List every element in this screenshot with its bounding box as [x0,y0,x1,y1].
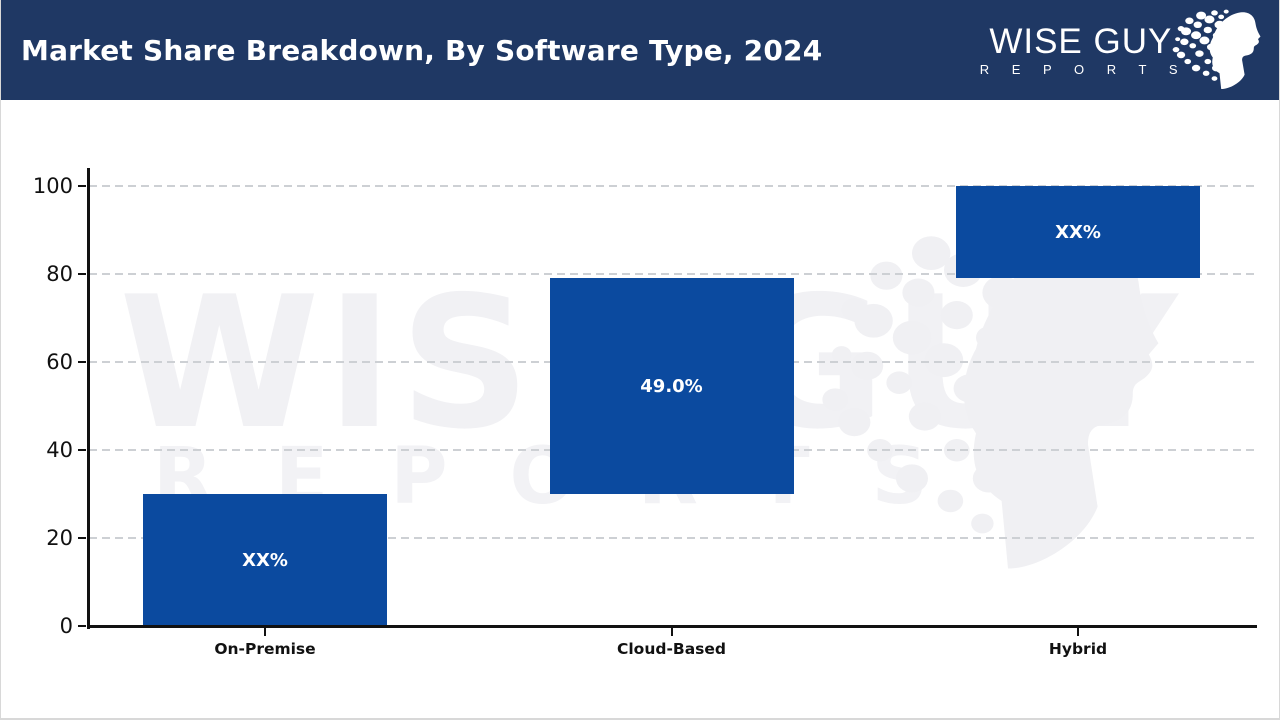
y-tick-label-20: 20 [46,526,73,550]
bar-hybrid: XX% [956,186,1200,279]
logo-subtitle: R E P O R T S [979,61,1187,77]
bar-value-label: XX% [1055,221,1101,243]
gridline-20 [89,537,1257,539]
x-axis-label-cloud-based: Cloud-Based [616,640,726,658]
bar-on-premise: XX% [143,494,387,626]
y-tick-label-0: 0 [59,614,73,638]
header-bar: Market Share Breakdown, By Software Type… [1,0,1279,100]
y-tick-label-40: 40 [46,438,73,462]
logo-wordmark: WISE GUY [989,21,1173,61]
page-title: Market Share Breakdown, By Software Type… [21,33,823,67]
y-tick-label-60: 60 [46,350,73,374]
x-axis-label-on-premise: On-Premise [214,640,316,658]
bar-cloud-based: 49.0% [549,278,794,494]
y-axis-line [87,168,90,629]
y-tick-mark-20 [78,537,86,539]
x-axis-label-hybrid: Hybrid [1048,640,1108,658]
bar-value-label: 49.0% [640,375,703,397]
y-tick-mark-40 [78,449,86,451]
y-tick-label-100: 100 [32,174,73,198]
x-tick-mark-3 [1077,628,1079,636]
y-tick-mark-100 [78,185,86,187]
x-tick-mark-1 [264,628,266,636]
logo-text: WISE GUY R E P O R T S [975,24,1187,77]
x-axis-line [87,625,1257,628]
x-tick-mark-2 [670,628,673,636]
y-tick-mark-80 [78,273,86,275]
bar-value-label: XX% [242,549,288,571]
y-tick-mark-0 [78,625,86,627]
logo: WISE GUY R E P O R T S [975,9,1263,91]
y-tick-mark-60 [78,361,86,363]
gridline-80 [89,273,1257,275]
gridline-100 [89,185,1257,187]
y-tick-label-80: 80 [46,262,73,286]
